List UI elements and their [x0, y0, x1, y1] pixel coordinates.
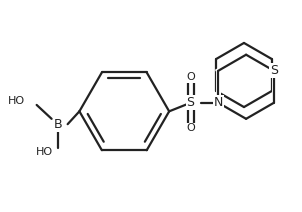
- Text: N: N: [214, 96, 223, 109]
- Text: S: S: [270, 64, 278, 77]
- Text: O: O: [186, 72, 195, 82]
- Text: HO: HO: [8, 96, 25, 106]
- Text: S: S: [187, 96, 194, 109]
- Text: O: O: [186, 123, 195, 133]
- Text: N: N: [214, 96, 223, 109]
- Text: HO: HO: [36, 147, 53, 157]
- Text: B: B: [54, 118, 62, 131]
